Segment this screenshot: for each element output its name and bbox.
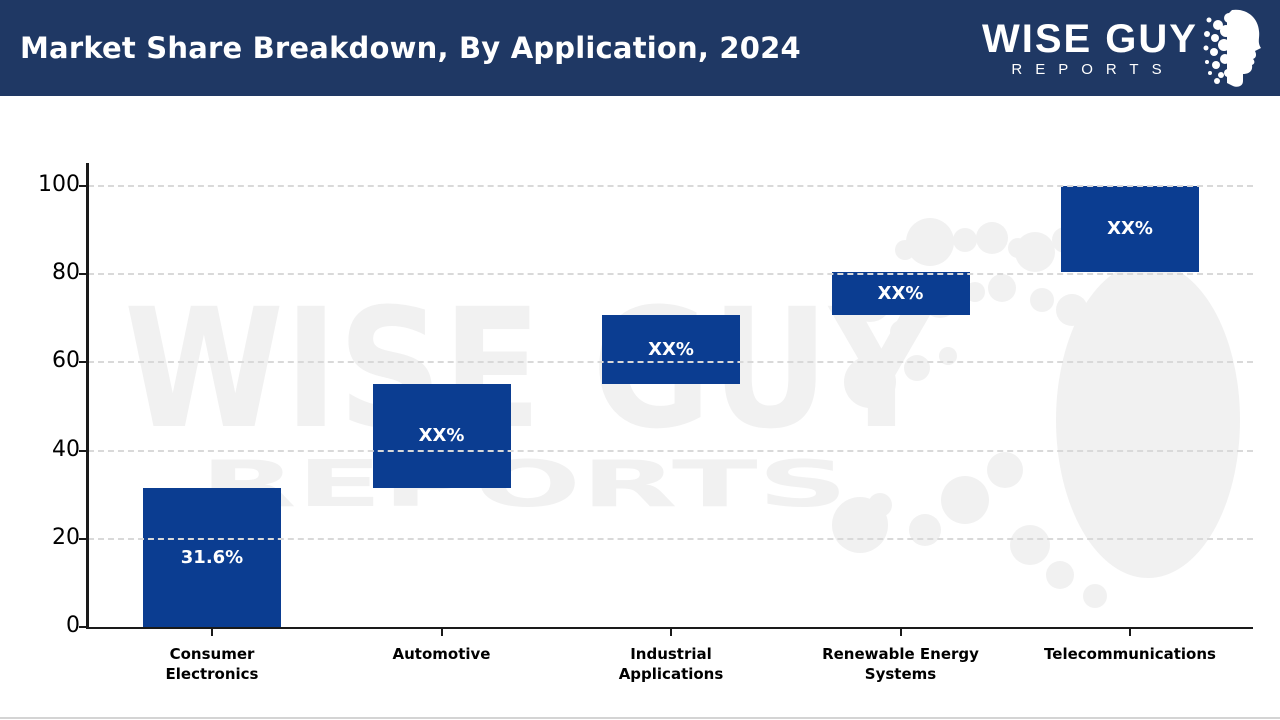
bar-automotive: XX% — [372, 384, 511, 488]
x-axis-tick — [211, 627, 213, 636]
wiseguy-logo: WISE GUY REPORTS — [982, 7, 1266, 89]
bar-value-label: XX% — [1107, 218, 1153, 240]
gridline-40 — [88, 449, 1253, 452]
y-axis-tick — [79, 537, 88, 540]
gridline-80 — [88, 273, 1253, 276]
logo-wordmark: WISE GUY — [981, 16, 1198, 61]
bar-telecommunications: XX% — [1061, 186, 1199, 272]
page-title: Market Share Breakdown, By Application, … — [20, 31, 801, 65]
logo-subtext: REPORTS — [1011, 60, 1175, 78]
y-axis-tick — [79, 273, 88, 276]
bar-value-label: 31.6% — [180, 546, 244, 568]
bar-value-label: XX% — [877, 283, 924, 305]
y-axis-tick-label: 60 — [52, 348, 80, 374]
gridline-60 — [88, 361, 1253, 364]
y-axis-tick-label: 40 — [52, 436, 80, 462]
bar-consumer-electronics: 31.6% — [143, 487, 281, 627]
header: Market Share Breakdown, By Application, … — [0, 0, 1280, 96]
gridline-100 — [88, 185, 1253, 187]
y-axis-tick-label: 80 — [52, 260, 80, 286]
y-axis-tick-label: 0 — [66, 613, 80, 638]
x-axis-label: Consumer Electronics — [165, 645, 259, 684]
logo-text: WISE GUY REPORTS — [982, 19, 1198, 78]
y-axis-tick-label: 20 — [52, 524, 80, 550]
logo-head-icon — [1203, 9, 1261, 87]
x-axis-tick — [670, 627, 672, 636]
x-axis-tick — [1129, 627, 1131, 636]
x-axis-line — [86, 626, 1253, 629]
y-axis-tick — [79, 185, 88, 187]
plot-area: 0 20 40 60 80 100 31.6% Consumer Electronics XX%… — [38, 163, 1253, 683]
y-axis-tick-label: 100 — [38, 172, 80, 197]
x-axis-tick — [899, 627, 902, 636]
bar-renewable-energy-systems: XX% — [831, 271, 970, 316]
bottom-border-line — [0, 717, 1280, 719]
x-axis-label: Industrial Applications — [618, 645, 724, 684]
y-axis-line — [86, 163, 89, 629]
x-axis-label: Telecommunications — [1044, 645, 1216, 663]
x-axis-label: Renewable Energy Systems — [822, 645, 979, 684]
bar-industrial-applications: XX% — [602, 315, 740, 384]
x-axis-tick — [440, 627, 443, 636]
y-axis-tick — [79, 449, 88, 452]
gridline-20 — [88, 537, 1253, 540]
x-axis-label: Automotive — [392, 645, 491, 663]
bar-value-label: XX% — [418, 425, 465, 447]
y-axis-tick — [79, 361, 88, 364]
y-axis-tick — [79, 626, 88, 628]
chart-area: WISE GUY REPORTS 0 20 40 60 80 100 31.6% Consum… — [0, 96, 1280, 720]
bar-value-label: XX% — [648, 339, 694, 361]
